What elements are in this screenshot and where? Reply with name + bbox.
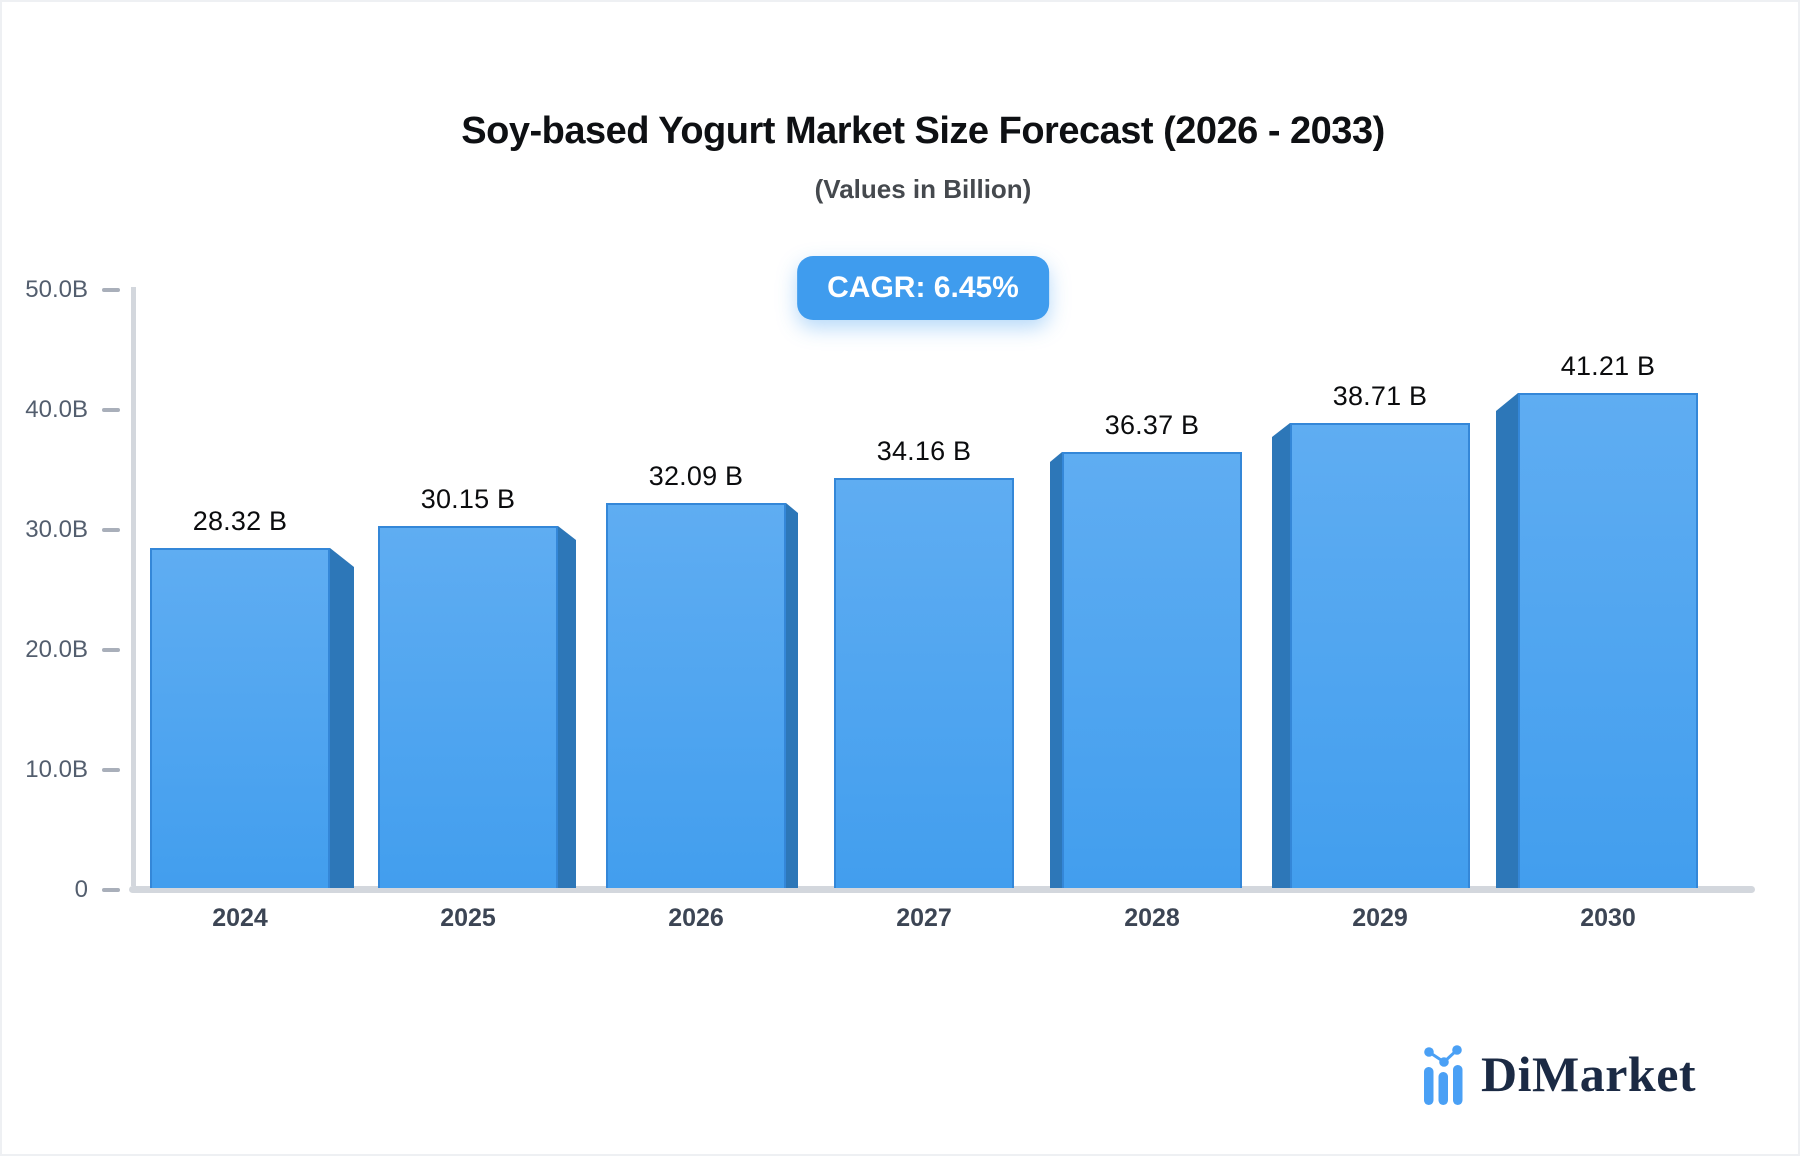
bar-side-2024 bbox=[330, 548, 354, 888]
bar-2030 bbox=[1518, 393, 1698, 888]
y-tick-label: 0 bbox=[74, 876, 88, 903]
x-axis-label-2026: 2026 bbox=[668, 904, 724, 932]
y-tick-label: 30.0B bbox=[25, 516, 88, 543]
y-tick-label: 10.0B bbox=[25, 756, 88, 783]
chart-subtitle: (Values in Billion) bbox=[814, 174, 1032, 204]
bar-line-chart-icon bbox=[1424, 1045, 1463, 1105]
x-axis-label-2024: 2024 bbox=[212, 904, 268, 932]
bar-value-label-2026: 32.09 B bbox=[648, 461, 744, 491]
bar-2025 bbox=[378, 526, 558, 888]
bar-value-label-2027: 34.16 B bbox=[876, 436, 972, 466]
y-tick-label: 50.0B bbox=[25, 276, 88, 303]
bar-side-2028 bbox=[1050, 452, 1062, 888]
brand-name: DiMarket bbox=[1481, 1046, 1697, 1102]
y-tick-label: 20.0B bbox=[25, 636, 88, 663]
y-tick-dash bbox=[102, 768, 120, 772]
bar-side-2029 bbox=[1272, 423, 1290, 888]
y-tick-dash bbox=[102, 888, 120, 892]
y-axis-line bbox=[131, 287, 136, 886]
bar-value-label-2025: 30.15 B bbox=[420, 484, 516, 514]
x-axis-label-2028: 2028 bbox=[1124, 904, 1180, 932]
bar-side-2025 bbox=[558, 526, 576, 888]
bar-2027 bbox=[834, 478, 1014, 888]
bar-value-label-2024: 28.32 B bbox=[192, 506, 288, 536]
bar-2026 bbox=[606, 503, 786, 888]
brand-logo: DiMarket bbox=[1421, 1042, 1696, 1106]
y-tick-dash bbox=[102, 288, 120, 292]
x-axis-label-2029: 2029 bbox=[1352, 904, 1408, 932]
y-tick-dash bbox=[102, 408, 120, 412]
cagr-badge: CAGR: 6.45% bbox=[797, 256, 1049, 320]
y-tick-dash bbox=[102, 528, 120, 532]
x-axis-label-2025: 2025 bbox=[440, 904, 496, 932]
bar-2028 bbox=[1062, 452, 1242, 888]
x-axis-line bbox=[129, 886, 1755, 893]
bar-value-label-2028: 36.37 B bbox=[1104, 410, 1200, 440]
y-tick-dash bbox=[102, 648, 120, 652]
y-tick-label: 40.0B bbox=[25, 396, 88, 423]
chart-title: Soy-based Yogurt Market Size Forecast (2… bbox=[461, 110, 1385, 152]
bar-2024 bbox=[150, 548, 330, 888]
x-axis-label-2027: 2027 bbox=[896, 904, 952, 932]
bar-value-label-2029: 38.71 B bbox=[1332, 381, 1428, 411]
x-axis-label-2030: 2030 bbox=[1580, 904, 1636, 932]
bar-side-2030 bbox=[1496, 393, 1518, 888]
bar-2029 bbox=[1290, 423, 1470, 888]
bar-value-label-2030: 41.21 B bbox=[1560, 351, 1656, 381]
bar-side-2026 bbox=[786, 503, 798, 888]
